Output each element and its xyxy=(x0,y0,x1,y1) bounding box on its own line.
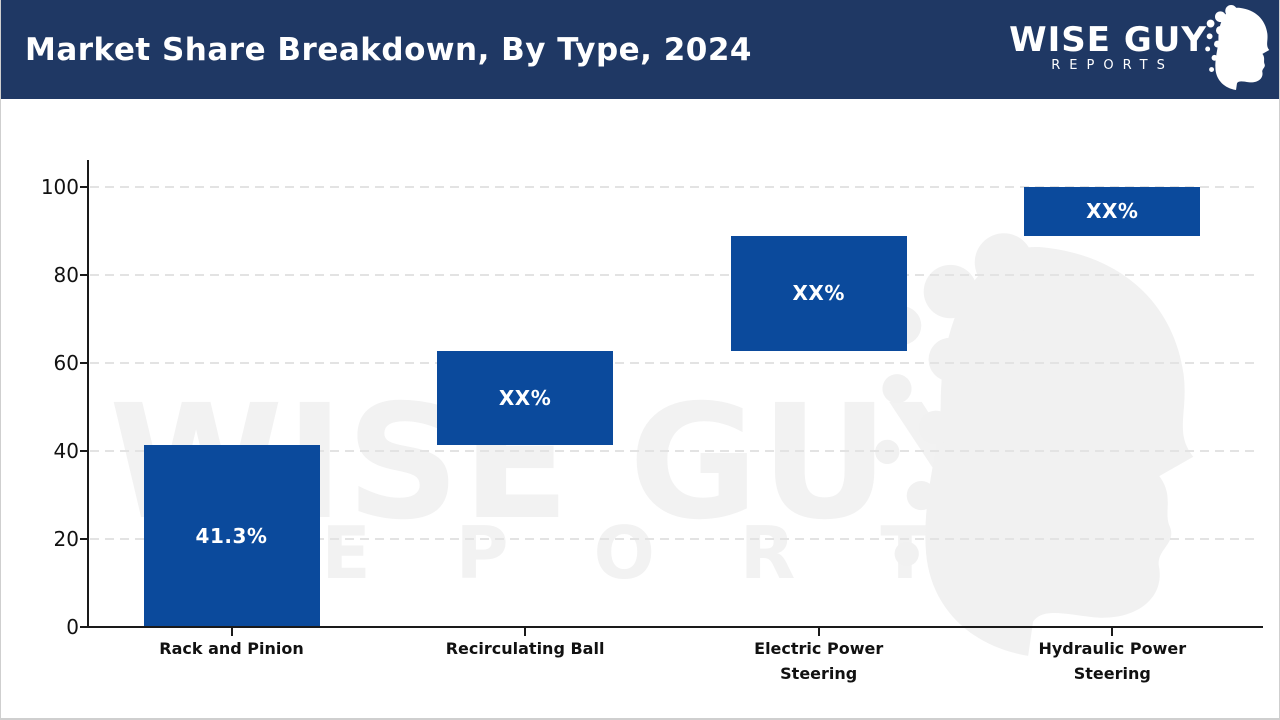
gridline xyxy=(90,185,1254,188)
x-tick-label: Rack and Pinion xyxy=(159,639,304,658)
y-tick-label: 60 xyxy=(53,350,79,375)
y-tick-label: 80 xyxy=(53,262,79,287)
gridline xyxy=(90,537,1254,540)
bar-value-label: XX% xyxy=(498,386,552,410)
y-tick-label: 100 xyxy=(40,174,79,199)
watermark-subtext: R E P O R T S xyxy=(181,511,1097,595)
x-tick-mark xyxy=(524,628,527,636)
wise-guy-head-icon xyxy=(1205,4,1270,91)
logo-subtitle: REPORTS xyxy=(1051,58,1174,74)
y-tick-mark xyxy=(80,361,88,364)
x-tick-mark xyxy=(817,628,820,636)
plot-area: 0 20 40 60 80 100 41.3% XX% XX% XX% Rack… xyxy=(1,99,1279,718)
y-tick-label: 40 xyxy=(53,438,79,463)
bar-value-label: 41.3% xyxy=(195,524,268,549)
y-axis-line xyxy=(87,160,89,628)
x-tick-label: Electric Power Steering xyxy=(754,639,884,683)
y-tick-mark xyxy=(80,537,88,540)
logo-wordmark: WISE GUY xyxy=(1009,19,1207,60)
bar-hydraulic-power-steering: XX% xyxy=(1024,186,1201,236)
logo-text-block: WISE GUY REPORTS xyxy=(1009,19,1207,74)
header: Market Share Breakdown, By Type, 2024 WI… xyxy=(1,0,1279,99)
y-tick-label: 0 xyxy=(66,615,79,639)
y-tick-mark xyxy=(80,185,88,188)
x-tick-mark xyxy=(1111,628,1114,636)
y-tick-label: 20 xyxy=(53,526,79,551)
x-axis-line xyxy=(87,626,1263,628)
bar-value-label: XX% xyxy=(1086,199,1139,224)
x-tick-label: Hydraulic Power Steering xyxy=(1038,639,1187,683)
bar-recirculating-ball: XX% xyxy=(437,350,614,446)
bar-electric-power-steering: XX% xyxy=(730,235,907,351)
y-tick-mark xyxy=(80,273,88,276)
waterfall-chart: WISE GUY R E P O R T S 0 20 40 60 80 100 xyxy=(1,99,1279,718)
gridline xyxy=(90,449,1254,452)
y-tick-mark xyxy=(80,626,88,628)
page-title: Market Share Breakdown, By Type, 2024 xyxy=(25,31,753,68)
wise-guy-logo: WISE GUY REPORTS xyxy=(1009,4,1273,92)
gridline xyxy=(90,361,1254,364)
x-tick-mark xyxy=(230,628,233,636)
bar-value-label: XX% xyxy=(792,281,845,306)
bar-rack-and-pinion: 41.3% xyxy=(143,445,320,627)
y-tick-mark xyxy=(80,449,88,452)
gridline xyxy=(90,273,1254,276)
x-tick-label: Recirculating Ball xyxy=(445,639,605,658)
